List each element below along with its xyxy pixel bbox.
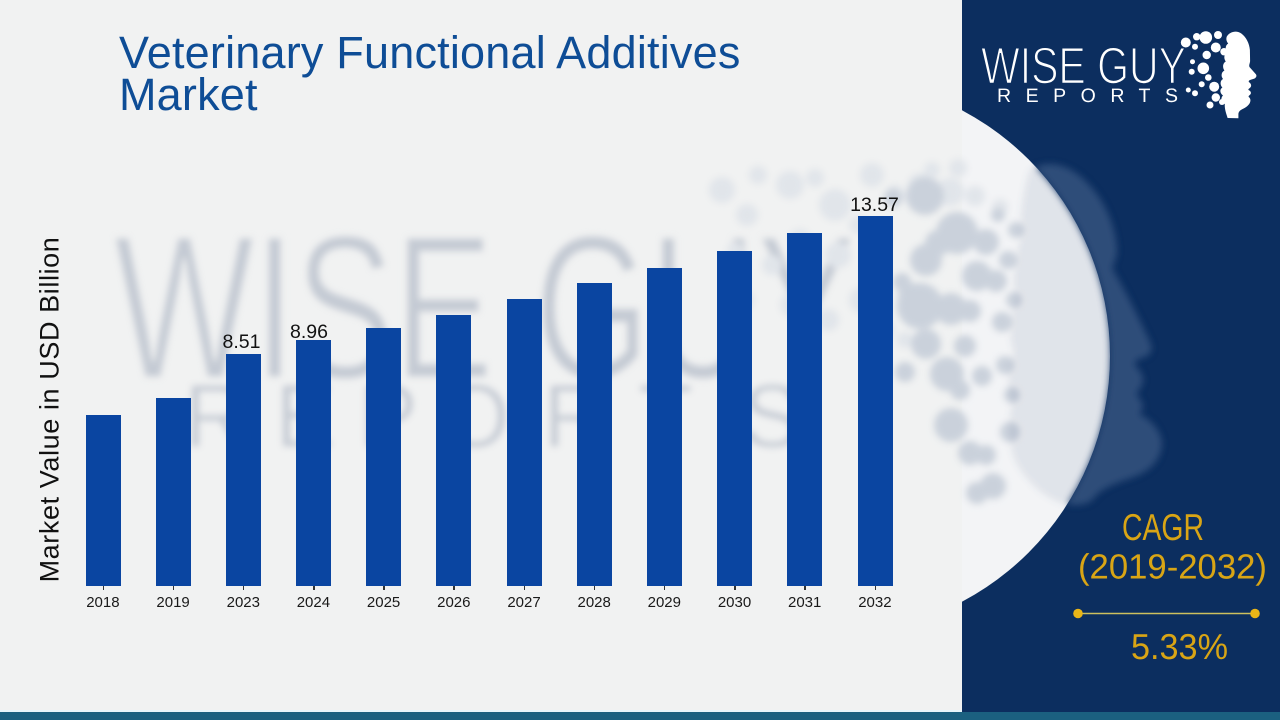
svg-text:WISE GUY: WISE GUY [981,38,1186,96]
svg-text:(2019-2032): (2019-2032) [1078,548,1267,587]
svg-text:5.33%: 5.33% [1131,626,1228,667]
svg-text:CAGR: CAGR [1122,506,1204,548]
